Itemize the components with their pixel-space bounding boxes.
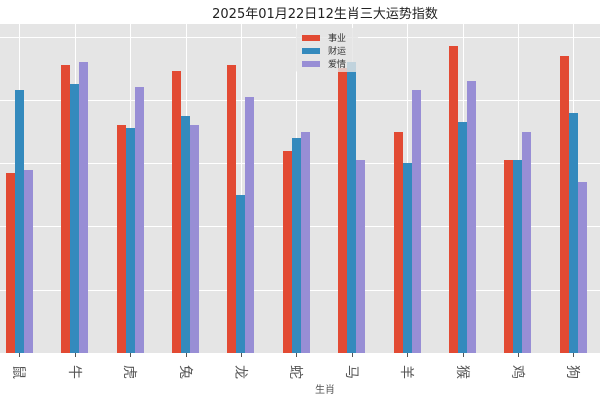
x-tick bbox=[573, 353, 575, 357]
x-tick bbox=[407, 353, 409, 357]
x-tick-label: 马 bbox=[342, 365, 359, 379]
bar-龙-爱情 bbox=[245, 96, 255, 353]
x-tick bbox=[296, 353, 298, 357]
bar-狗-事业 bbox=[559, 55, 569, 353]
bar-鼠-事业 bbox=[5, 172, 15, 353]
bar-兔-爱情 bbox=[190, 125, 199, 353]
bar-鼠-爱情 bbox=[23, 169, 33, 353]
x-tick-label: 牛 bbox=[65, 365, 82, 379]
bar-羊-事业 bbox=[393, 131, 403, 353]
x-tick-label: 猴 bbox=[453, 365, 470, 379]
x-tick bbox=[74, 353, 76, 357]
x-tick bbox=[351, 353, 353, 357]
bar-蛇-爱情 bbox=[300, 131, 310, 353]
bar-猴-事业 bbox=[449, 46, 458, 353]
x-tick-label: 虎 bbox=[121, 365, 138, 379]
legend: 事业 财运 爱情 bbox=[296, 28, 358, 72]
bar-猴-财运 bbox=[458, 122, 467, 353]
bar-狗-财运 bbox=[568, 112, 578, 353]
plot-area bbox=[0, 24, 600, 353]
legend-swatch-career bbox=[302, 34, 320, 41]
x-tick bbox=[462, 353, 464, 357]
x-tick-label: 蛇 bbox=[287, 365, 304, 379]
bar-鸡-事业 bbox=[504, 160, 514, 353]
bar-羊-爱情 bbox=[411, 90, 421, 353]
bar-鼠-财运 bbox=[14, 90, 24, 353]
x-tick bbox=[19, 353, 21, 357]
x-tick-label: 羊 bbox=[398, 365, 415, 379]
x-tick-label: 龙 bbox=[231, 365, 248, 379]
legend-item-love: 爱情 bbox=[302, 57, 346, 70]
legend-label-love: 爱情 bbox=[328, 60, 347, 70]
bar-鸡-财运 bbox=[513, 160, 523, 353]
bar-蛇-事业 bbox=[282, 150, 292, 353]
legend-label-career: 事业 bbox=[328, 34, 347, 44]
legend-item-career: 事业 bbox=[302, 31, 346, 44]
chart-title: 2025年01月22日12生肖三大运势指数 bbox=[212, 7, 438, 22]
bar-鸡-爱情 bbox=[522, 131, 532, 353]
bar-猴-爱情 bbox=[467, 80, 476, 353]
legend-item-wealth: 财运 bbox=[302, 44, 346, 57]
x-tick bbox=[185, 353, 187, 357]
bar-兔-事业 bbox=[172, 71, 181, 353]
bar-龙-财运 bbox=[236, 194, 246, 353]
bar-马-事业 bbox=[338, 68, 348, 353]
x-tick-label: 狗 bbox=[564, 365, 581, 379]
bar-狗-爱情 bbox=[577, 182, 587, 353]
bar-虎-财运 bbox=[125, 128, 135, 353]
bar-马-爱情 bbox=[356, 160, 366, 353]
x-tick bbox=[240, 353, 242, 357]
v-gridline bbox=[240, 24, 242, 353]
legend-swatch-wealth bbox=[302, 47, 320, 54]
x-tick bbox=[130, 353, 132, 357]
x-tick-label: 兔 bbox=[176, 365, 193, 379]
bar-蛇-财运 bbox=[291, 137, 301, 353]
bar-羊-财运 bbox=[402, 163, 412, 353]
h-gridline bbox=[0, 99, 600, 101]
bar-马-财运 bbox=[347, 61, 357, 353]
x-tick bbox=[517, 353, 519, 357]
bar-兔-财运 bbox=[181, 115, 190, 353]
bar-龙-事业 bbox=[227, 65, 237, 353]
legend-label-wealth: 财运 bbox=[328, 47, 347, 57]
bar-牛-事业 bbox=[61, 65, 71, 353]
x-axis-label: 生肖 bbox=[315, 385, 335, 396]
legend-swatch-love bbox=[302, 60, 320, 67]
bar-牛-爱情 bbox=[79, 61, 89, 353]
bar-牛-财运 bbox=[70, 84, 80, 353]
bar-虎-爱情 bbox=[134, 87, 144, 353]
x-tick-label: 鼠 bbox=[10, 365, 27, 379]
x-tick-label: 鸡 bbox=[508, 365, 525, 379]
bar-虎-事业 bbox=[116, 125, 126, 353]
